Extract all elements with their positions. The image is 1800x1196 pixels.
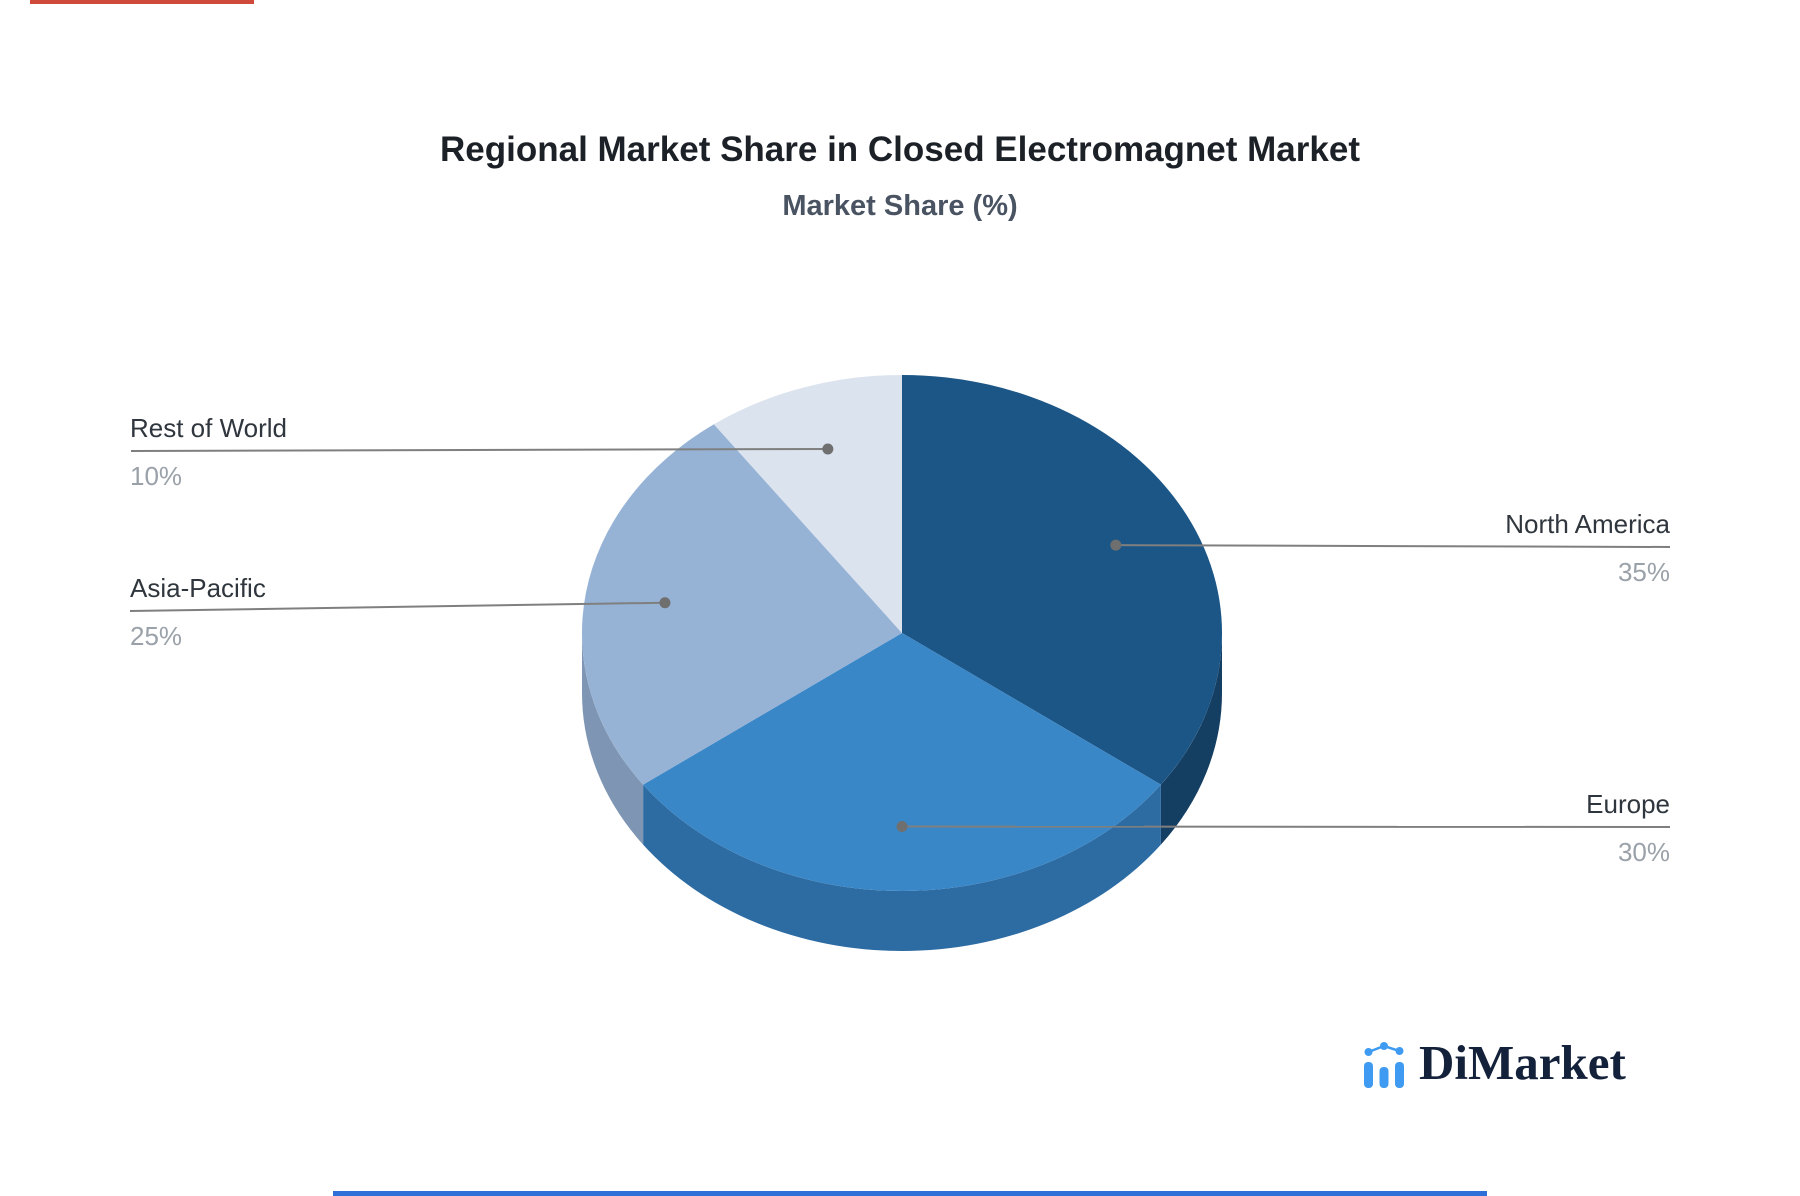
- dimarket-logo: DiMarket: [1362, 1036, 1626, 1088]
- slice-value-north-america: 35%: [1617, 557, 1670, 587]
- slice-label-north-america: North America: [1505, 509, 1670, 539]
- slice-label-rest-of-world: Rest of World: [130, 413, 288, 443]
- top-edge-accent: [30, 0, 254, 4]
- slice-label-europe: Europe: [1586, 789, 1670, 819]
- pie-slice-side-asia-pacific: [582, 633, 644, 845]
- leader-dot-rest-of-world: [822, 443, 834, 455]
- pie-slice-rest-of-world[interactable]: [713, 375, 902, 633]
- slice-label-asia-pacific: Asia-Pacific: [130, 573, 266, 603]
- slice-value-europe: 30%: [1617, 837, 1670, 867]
- pie-slice-side-north-america: [1160, 633, 1222, 845]
- callout-asia-pacific: Asia-Pacific 25%: [130, 573, 266, 651]
- callout-north-america: North America 35%: [1505, 509, 1670, 587]
- leader-dot-europe: [896, 821, 908, 832]
- chart-title: Regional Market Share in Closed Electrom…: [440, 130, 1360, 169]
- pie-slice-asia-pacific[interactable]: [581, 424, 902, 785]
- leader-dot-asia-pacific: [659, 597, 671, 609]
- logo-text: DiMarket: [1419, 1035, 1626, 1090]
- slice-value-rest-of-world: 10%: [130, 461, 183, 491]
- leader-line-rest-of-world: [130, 447, 828, 452]
- pie-slice-side-europe: [643, 784, 1161, 952]
- bar-line-chart-logo-icon: [1364, 1042, 1404, 1088]
- callout-rest-of-world: Rest of World 10%: [130, 413, 287, 491]
- leader-line-north-america: [1115, 544, 1671, 548]
- leader-line-asia-pacific: [129, 601, 665, 612]
- slice-value-asia-pacific: 25%: [130, 621, 183, 651]
- chart-subtitle: Market Share (%): [782, 190, 1018, 222]
- pie-slice-north-america[interactable]: [902, 375, 1223, 785]
- leader-line-europe: [901, 825, 1671, 828]
- callout-europe: Europe 30%: [1586, 789, 1670, 867]
- bottom-edge-accent: [333, 1191, 1487, 1196]
- leader-dot-north-america: [1110, 539, 1122, 551]
